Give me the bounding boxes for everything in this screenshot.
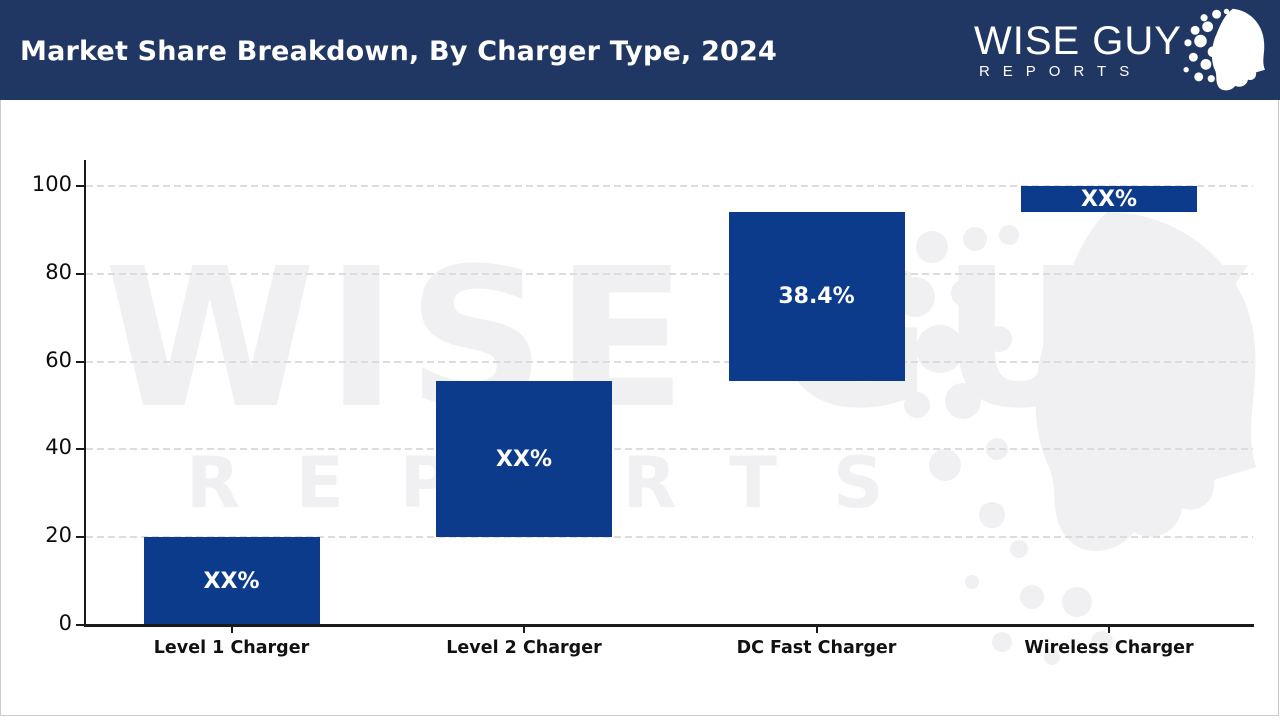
x-axis-label-level-2-charger: Level 2 Charger bbox=[446, 638, 602, 658]
y-tick-mark-0 bbox=[76, 624, 85, 626]
y-tick-mark-60 bbox=[76, 360, 85, 363]
header-bar: Market Share Breakdown, By Charger Type,… bbox=[0, 0, 1280, 100]
gridline-100 bbox=[86, 185, 1253, 187]
bar-wireless-charger: XX% bbox=[1021, 186, 1197, 213]
y-axis-tick-label: 40 bbox=[45, 435, 72, 460]
y-axis-line bbox=[84, 160, 86, 627]
logo-wordmark: WISE GUY bbox=[973, 19, 1182, 63]
y-axis-tick-label: 0 bbox=[58, 611, 72, 635]
y-tick-mark-80 bbox=[76, 272, 85, 275]
x-axis-line bbox=[84, 624, 1254, 627]
gridline-80 bbox=[86, 272, 1253, 275]
x-axis-label-wireless-charger: Wireless Charger bbox=[1024, 638, 1194, 658]
gridline-60 bbox=[86, 360, 1253, 363]
bar-dc-fast-charger: 38.4% bbox=[728, 212, 905, 381]
bar-value-label: XX% bbox=[203, 568, 260, 594]
bar-value-label: XX% bbox=[496, 446, 552, 472]
x-axis-label-dc-fast-charger: DC Fast Charger bbox=[736, 638, 897, 658]
y-axis-tick-label: 80 bbox=[45, 259, 72, 284]
gridline-20 bbox=[86, 536, 1253, 539]
x-tick-mark-level-2-charger bbox=[523, 627, 525, 633]
x-tick-mark-dc-fast-charger bbox=[815, 627, 818, 633]
y-tick-mark-20 bbox=[76, 536, 85, 539]
wise-guy-logo: WISE GUY REPORTS bbox=[974, 6, 1268, 94]
chart-title: Market Share Breakdown, By Charger Type,… bbox=[20, 36, 778, 67]
y-axis-tick-label: 60 bbox=[45, 347, 72, 372]
y-tick-mark-100 bbox=[76, 185, 85, 187]
logo-subtitle: REPORTS bbox=[978, 63, 1143, 80]
bar-level-2-charger: XX% bbox=[436, 380, 612, 538]
gridline-40 bbox=[86, 448, 1253, 451]
x-axis-label-level-1-charger: Level 1 Charger bbox=[153, 638, 310, 658]
x-tick-mark-wireless-charger bbox=[1108, 627, 1110, 633]
watermark-face-icon bbox=[895, 212, 1256, 665]
logo-face-icon bbox=[1183, 8, 1265, 91]
y-axis-tick-label: 100 bbox=[31, 172, 72, 196]
logo-text: WISE GUY REPORTS bbox=[974, 19, 1182, 81]
y-axis-tick-label: 20 bbox=[45, 523, 72, 548]
x-tick-mark-level-1-charger bbox=[230, 627, 233, 633]
bar-value-label: XX% bbox=[1081, 186, 1137, 212]
y-tick-mark-40 bbox=[76, 448, 85, 451]
bar-level-1-charger: XX% bbox=[143, 537, 320, 625]
bar-value-label: 38.4% bbox=[778, 284, 855, 310]
